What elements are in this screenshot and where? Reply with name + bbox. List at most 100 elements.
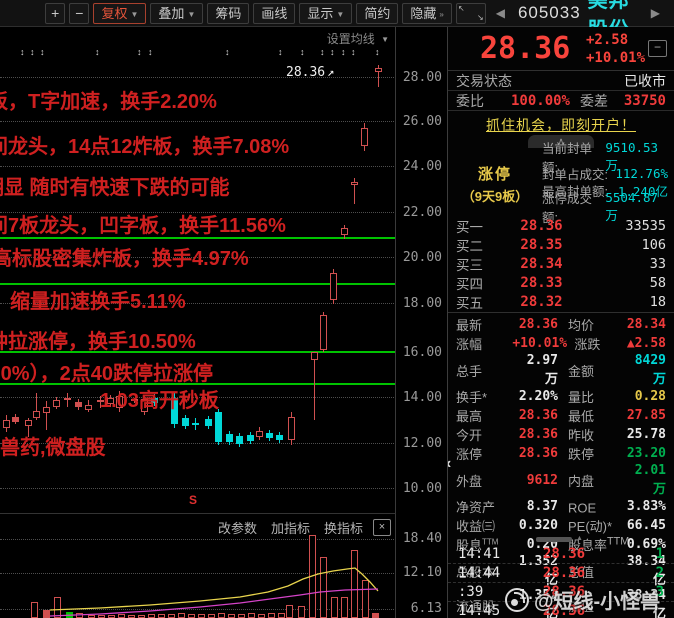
- axis-tick-label: 16.00: [402, 345, 442, 360]
- stats-row: 净资产 8.37 ROE 3.83%: [456, 499, 666, 516]
- axis-tick-label: 24.00: [402, 159, 442, 174]
- quote-header: 28.36 +2.58 +10.01% −: [448, 27, 674, 71]
- bid-orderbook: 买一 28.36 33535 买二 28.35 106 买三 28.34 33: [448, 216, 674, 311]
- event-marker-icon: ↕: [300, 47, 305, 57]
- candlestick: [97, 27, 104, 513]
- drag-handle[interactable]: [536, 537, 572, 542]
- subchart-toolbar: 改参数 加指标 换指标 ×: [204, 518, 391, 537]
- candlestick: [215, 27, 222, 513]
- fullscreen-icon[interactable]: ↖ ↘: [455, 2, 486, 24]
- candlestick: [182, 27, 189, 513]
- candlestick: [64, 27, 71, 513]
- collapse-icon[interactable]: −: [648, 40, 667, 57]
- display-button[interactable]: 显示 ▼: [299, 2, 353, 24]
- hide-button[interactable]: 隐藏»: [402, 2, 452, 24]
- candlestick: [276, 27, 283, 513]
- watermark-handle: @短线-小怪兽: [534, 591, 661, 613]
- sell-signal-marker: S: [189, 493, 198, 507]
- weicha-value: 33750: [623, 92, 666, 109]
- event-marker-icon: ↕: [341, 47, 346, 57]
- stats-row: 最新 28.36 均价 28.34: [456, 317, 666, 333]
- draw-line-button[interactable]: 画线: [253, 2, 296, 24]
- ad-row: 抓住机会，即刻开户！: [448, 115, 674, 135]
- adjust-price-button[interactable]: 复权 ▼: [93, 2, 147, 24]
- candlestick: [266, 27, 273, 513]
- tick-row: 14:41 28.36 1: [448, 545, 674, 564]
- last-price-label: 28.36 ↗: [286, 65, 335, 80]
- candlestick: [351, 27, 358, 513]
- open-account-link[interactable]: 抓住机会，即刻开户！: [486, 117, 636, 133]
- next-stock-arrow[interactable]: ▶: [650, 6, 660, 20]
- switch-indicator-button[interactable]: 换指标: [323, 521, 363, 536]
- limit-up-line: [0, 283, 395, 285]
- event-marker-icon: ↕: [330, 47, 335, 57]
- gridline: [0, 397, 395, 398]
- overlay-button[interactable]: 叠加 ▼: [150, 2, 204, 24]
- weibi-value: 100.00%: [510, 92, 570, 109]
- tick-list: 14:41 28.36 1 14:44 28.36 2 :39 28.36 3: [448, 545, 674, 618]
- chart-annotation: 高标股密集炸板，换手4.97%: [0, 248, 249, 270]
- limit-up-line: [0, 383, 395, 385]
- event-marker-icon: ↕: [148, 47, 153, 57]
- event-marker-icon: ↕: [225, 47, 230, 57]
- chart-annotation: 兽药,微盘股: [0, 437, 106, 459]
- chart-annotation: 板，T字加速，换手2.20%: [0, 91, 217, 113]
- stats-grid: 最新 28.36 均价 28.34 涨幅 +10.01% 涨跌 ▲2.58 总手…: [448, 315, 674, 618]
- bid-row: 买一 28.36 33535: [456, 217, 666, 235]
- gridline: [0, 303, 395, 304]
- weibo-icon: [505, 587, 529, 612]
- stats-row: 涨幅 +10.01% 涨跌 ▲2.58: [456, 336, 666, 352]
- candlestick: [330, 27, 337, 513]
- zoom-out-button[interactable]: −: [69, 2, 90, 24]
- candlestick: [205, 27, 212, 513]
- volume-axis: 18.40 12.10 6.13: [397, 513, 447, 618]
- gridline: [0, 488, 395, 489]
- candlestick: [341, 27, 348, 513]
- chart-annotation: ，缩量加速换手5.11%: [0, 291, 186, 313]
- axis-tick-label: 22.00: [402, 205, 442, 220]
- watermark: @短线-小怪兽: [505, 585, 660, 614]
- panel-collapse-arrow[interactable]: ‹: [448, 455, 451, 473]
- close-icon[interactable]: ×: [373, 519, 391, 536]
- candlestick: [236, 27, 243, 513]
- candlestick: [247, 27, 254, 513]
- candlestick: [171, 27, 178, 513]
- candlestick: [75, 27, 82, 513]
- bid-row: 买五 28.32 18: [456, 293, 666, 311]
- candlestick: [311, 27, 318, 513]
- stats-row: 今开 28.36 昨收 25.78: [456, 427, 666, 443]
- prev-stock-arrow[interactable]: ◀: [495, 6, 505, 20]
- current-price: 28.36: [480, 31, 571, 66]
- add-indicator-button[interactable]: 加指标: [270, 521, 310, 536]
- gridline: [0, 573, 395, 574]
- chips-button[interactable]: 筹码: [207, 2, 250, 24]
- stats-row: 股息TTM 0.20 股息率TTM 0.69%: [456, 535, 666, 553]
- event-marker-icon: ↕: [320, 47, 325, 57]
- volume-bar: [372, 613, 379, 618]
- event-marker-icon: ↕: [137, 47, 142, 57]
- stock-code: 605033: [517, 3, 581, 22]
- limit-up-stat-row: 当前封单额: 9510.53万: [542, 140, 659, 176]
- tick-row: :39 28.36 3: [448, 583, 674, 602]
- axis-tick-label: 6.13: [410, 601, 442, 616]
- quote-panel: 28.36 +2.58 +10.01% − 交易状态 已收市 委比 100.00%…: [447, 27, 674, 618]
- tick-row: 14:44 28.36 2: [448, 564, 674, 583]
- zoom-in-button[interactable]: +: [45, 2, 66, 24]
- chart-annotation: 明显 随时有快速下跌的可能: [0, 177, 230, 199]
- chart-annotation: .60%），2点40跌停拉涨停: [0, 363, 213, 385]
- ma-settings-button[interactable]: 设置均线 ▼: [326, 32, 389, 46]
- change-params-button[interactable]: 改参数: [217, 521, 257, 536]
- volume-pane[interactable]: 改参数 加指标 换指标 ×: [0, 513, 396, 618]
- bid-row: 买二 28.35 106: [456, 236, 666, 254]
- collapse-tab[interactable]: ∧: [528, 135, 594, 148]
- candlestick: [43, 27, 50, 513]
- simple-mode-button[interactable]: 简约: [356, 2, 399, 24]
- chevron-down-icon: ▼: [130, 9, 139, 19]
- weibi-row: 委比 100.00% 委差 33750: [448, 93, 674, 111]
- axis-tick-label: 18.00: [402, 296, 442, 311]
- axis-tick-label: 18.40: [402, 531, 442, 546]
- candlestick-chart[interactable]: ↕ ↕ ↕ ↕ ↕ ↕ ↕ ↕ ↕ ↕ ↕ ↕ ↕ ↕: [0, 27, 396, 513]
- axis-tick-label: 28.00: [402, 70, 442, 85]
- arrow-up-right-icon: ↗: [327, 65, 335, 79]
